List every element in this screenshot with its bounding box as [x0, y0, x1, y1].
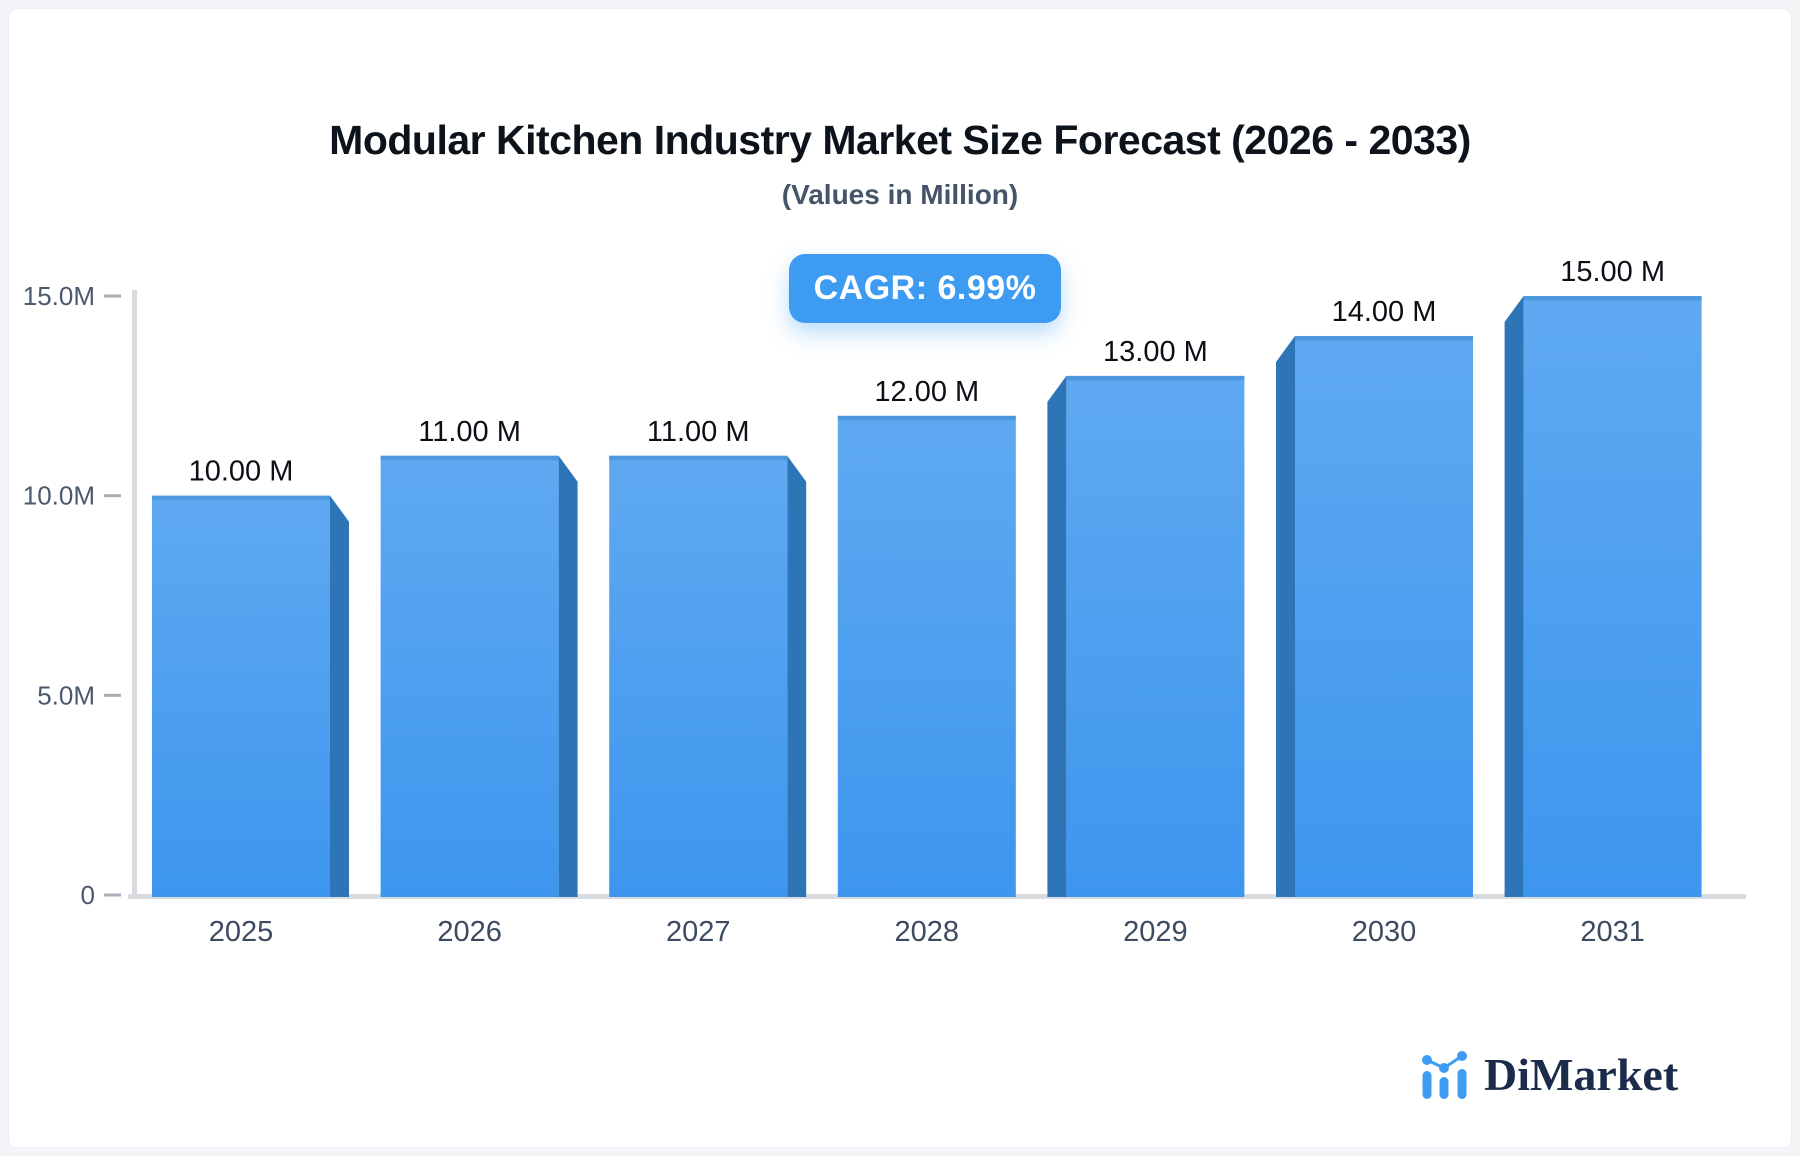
- y-tick: [104, 893, 121, 897]
- x-axis-label: 2029: [1123, 916, 1188, 948]
- y-tick-label: 0: [81, 880, 95, 910]
- bar-2026: 11.00 M 2026: [380, 416, 578, 948]
- x-axis-label: 2027: [666, 916, 731, 948]
- bar-value-label: 12.00 M: [874, 376, 979, 408]
- y-tick-label: 15.0M: [23, 281, 95, 311]
- bar-side-face: [787, 455, 807, 897]
- bar-front-face: [1523, 296, 1702, 897]
- logo-text: DiMarket: [1484, 1049, 1679, 1101]
- bar-2030: 14.00 M 2030: [1276, 296, 1473, 948]
- bar-front-face: [1295, 335, 1473, 898]
- bar-value-label: 10.00 M: [189, 456, 294, 488]
- bar-value-label: 11.00 M: [418, 416, 521, 448]
- y-tick: [104, 294, 121, 298]
- y-tick-label: 10.0M: [23, 481, 95, 511]
- bar-2028: 12.00 M 2028: [837, 376, 1016, 948]
- bar-side-face: [1276, 335, 1295, 898]
- bar-2027: 11.00 M 2027: [609, 416, 807, 948]
- x-axis-label: 2031: [1580, 916, 1645, 948]
- y-tick: [104, 494, 121, 498]
- bar-side-face: [1047, 375, 1067, 897]
- bar-top-edge: [1066, 375, 1245, 381]
- page-title: Modular Kitchen Industry Market Size For…: [329, 117, 1471, 163]
- bar-value-label: 15.00 M: [1560, 256, 1665, 288]
- bar-2025: 10.00 M 2025: [152, 456, 349, 948]
- cagr-badge: CAGR: 6.99%: [789, 254, 1061, 323]
- y-tick: [104, 693, 121, 697]
- bar-value-label: 14.00 M: [1332, 296, 1437, 328]
- bar-value-label: 13.00 M: [1103, 336, 1208, 368]
- bar-top-edge: [1295, 335, 1473, 341]
- bar-top-edge: [152, 495, 330, 501]
- bar-side-face: [1504, 296, 1524, 897]
- bar-top-edge: [380, 455, 559, 461]
- x-axis-label: 2028: [895, 916, 960, 948]
- x-axis-label: 2026: [437, 916, 502, 948]
- x-axis-label: 2030: [1352, 916, 1417, 948]
- y-tick-label: 5.0M: [37, 680, 95, 710]
- x-axis-label: 2025: [209, 916, 274, 948]
- bar-side-face: [330, 495, 349, 897]
- bar-front-face: [380, 455, 559, 897]
- bar-front-face: [1066, 375, 1245, 897]
- bar-side-face: [558, 455, 578, 897]
- cagr-badge-label: CAGR: 6.99%: [813, 269, 1037, 307]
- chart-card: Modular Kitchen Industry Market Size For…: [8, 8, 1792, 1148]
- bar-2029: 13.00 M 2029: [1047, 336, 1245, 948]
- bar-2031: 15.00 M 2031: [1504, 256, 1702, 948]
- page-subtitle: (Values in Million): [781, 179, 1019, 210]
- bar-value-label: 11.00 M: [647, 416, 750, 448]
- bar-front-face: [152, 495, 330, 897]
- bar-front-face: [609, 455, 788, 897]
- mini-bar-chart-icon: [1422, 1051, 1467, 1099]
- dimarket-logo: DiMarket: [1420, 1041, 1678, 1101]
- bar-top-edge: [609, 455, 788, 461]
- y-axis-line: [132, 290, 137, 899]
- bar-top-edge: [837, 415, 1016, 421]
- bar-top-edge: [1523, 296, 1702, 301]
- bar-front-face: [837, 415, 1016, 897]
